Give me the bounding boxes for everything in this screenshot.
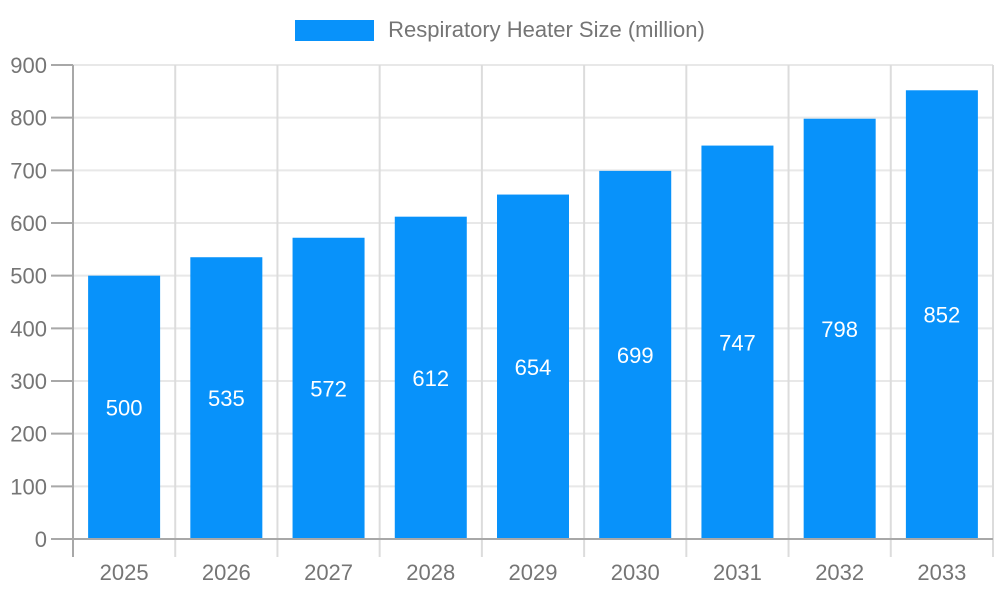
- y-tick-label: 800: [10, 106, 47, 131]
- y-tick-label: 200: [10, 422, 47, 447]
- y-tick-label: 300: [10, 369, 47, 394]
- x-tick-label: 2032: [815, 560, 864, 585]
- x-tick-label: 2027: [304, 560, 353, 585]
- bar-2033: [905, 90, 978, 539]
- bar-2028: [394, 216, 467, 539]
- bar-value-label: 852: [924, 303, 961, 328]
- x-tick-label: 2026: [202, 560, 251, 585]
- x-tick-label: 2025: [100, 560, 149, 585]
- bar-value-label: 535: [208, 386, 245, 411]
- y-tick-label: 100: [10, 474, 47, 499]
- bar-2030: [599, 170, 672, 540]
- y-tick-label: 900: [10, 53, 47, 78]
- bar-value-label: 572: [310, 376, 347, 401]
- y-tick-label: 700: [10, 158, 47, 183]
- y-tick-label: 500: [10, 264, 47, 289]
- x-tick-label: 2029: [509, 560, 558, 585]
- x-tick-label: 2030: [611, 560, 660, 585]
- bar-value-label: 798: [821, 317, 858, 342]
- bar-2029: [497, 194, 569, 539]
- y-tick-label: 400: [10, 316, 47, 341]
- bar-2031: [701, 145, 774, 539]
- bar-value-label: 654: [515, 355, 552, 380]
- x-tick-label: 2031: [713, 560, 762, 585]
- y-tick-label: 600: [10, 211, 47, 236]
- x-tick-label: 2033: [917, 560, 966, 585]
- bar-2025: [88, 275, 161, 539]
- x-tick-label: 2028: [406, 560, 455, 585]
- bar-value-label: 747: [719, 330, 756, 355]
- bar-value-label: 612: [412, 366, 449, 391]
- bar-2027: [292, 237, 365, 539]
- bar-2032: [803, 118, 876, 539]
- bar-value-label: 500: [106, 395, 143, 420]
- y-tick-label: 0: [35, 527, 47, 552]
- bar-value-label: 699: [617, 343, 654, 368]
- bar-2026: [190, 257, 263, 539]
